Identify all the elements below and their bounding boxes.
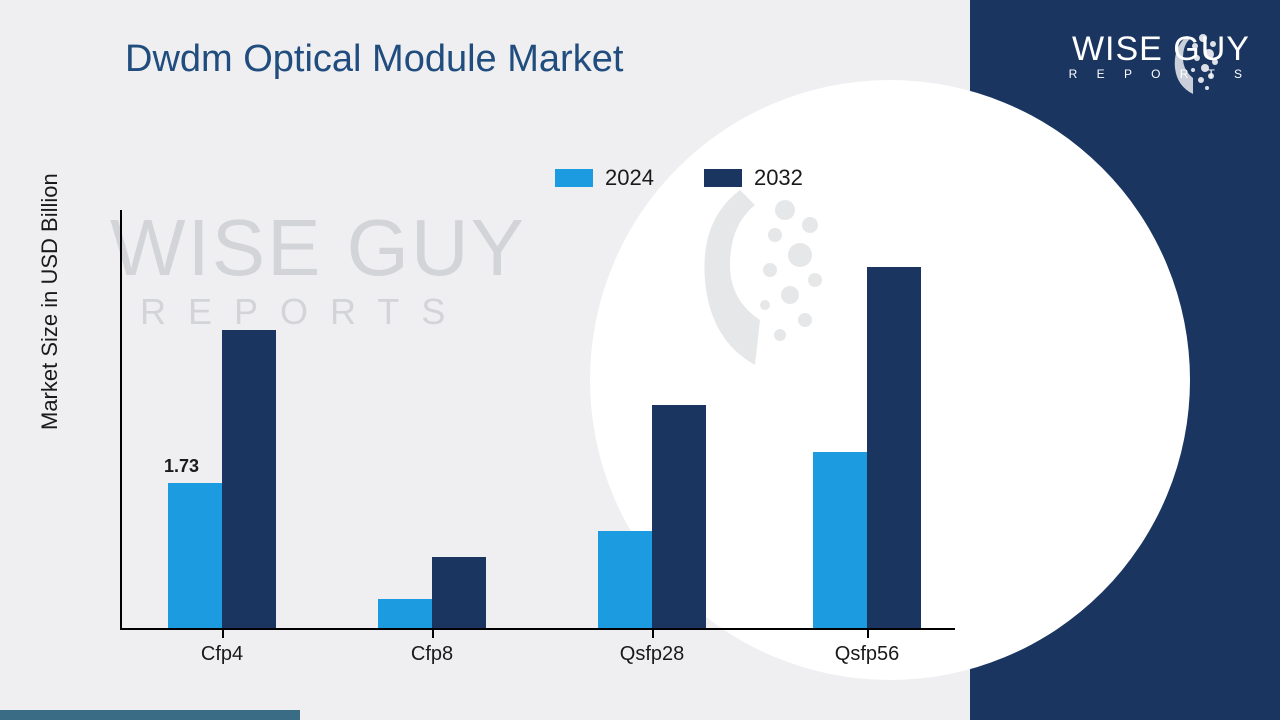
bar (168, 483, 222, 628)
legend-swatch-2032 (704, 169, 742, 187)
legend-swatch-2024 (555, 169, 593, 187)
chart-plot: Cfp4Cfp8Qsfp28Qsfp561.73 (120, 210, 955, 630)
x-axis-label: Cfp4 (201, 643, 243, 666)
bar-group (378, 557, 486, 628)
x-axis-label: Qsfp56 (835, 643, 899, 666)
legend-item-2032: 2032 (704, 165, 803, 191)
legend-label-2024: 2024 (605, 165, 654, 191)
chart-title: Dwdm Optical Module Market (125, 38, 623, 81)
x-tick (652, 628, 654, 638)
bar (378, 599, 432, 628)
y-axis-label: Market Size in USD Billion (37, 173, 63, 430)
bar-group (168, 330, 276, 628)
bar (813, 452, 867, 628)
x-tick (222, 628, 224, 638)
bar (222, 330, 276, 628)
bar (598, 531, 652, 628)
x-axis-label: Qsfp28 (620, 643, 684, 666)
bar-group (813, 267, 921, 628)
bar (652, 405, 706, 628)
bar (867, 267, 921, 628)
x-tick (867, 628, 869, 638)
bar-value-label: 1.73 (164, 456, 199, 477)
chart-area: Market Size in USD Billion Cfp4Cfp8Qsfp2… (85, 210, 955, 680)
x-axis-label: Cfp8 (411, 643, 453, 666)
bar-group (598, 405, 706, 628)
logo-head-icon (1165, 28, 1225, 98)
bottom-accent-bar (0, 710, 300, 720)
legend-item-2024: 2024 (555, 165, 654, 191)
legend-label-2032: 2032 (754, 165, 803, 191)
x-tick (432, 628, 434, 638)
bar (432, 557, 486, 628)
chart-legend: 2024 2032 (555, 165, 803, 191)
